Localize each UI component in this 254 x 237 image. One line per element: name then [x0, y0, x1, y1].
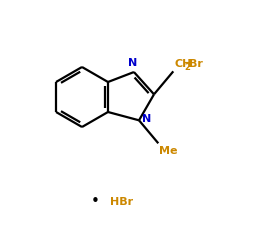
Text: •: • — [90, 195, 99, 210]
Text: N: N — [128, 58, 137, 68]
Text: Me: Me — [159, 146, 177, 156]
Text: 2: 2 — [184, 63, 190, 72]
Text: N: N — [141, 114, 151, 124]
Text: CH: CH — [173, 59, 191, 69]
Text: HBr: HBr — [109, 197, 133, 207]
Text: Br: Br — [188, 59, 202, 69]
